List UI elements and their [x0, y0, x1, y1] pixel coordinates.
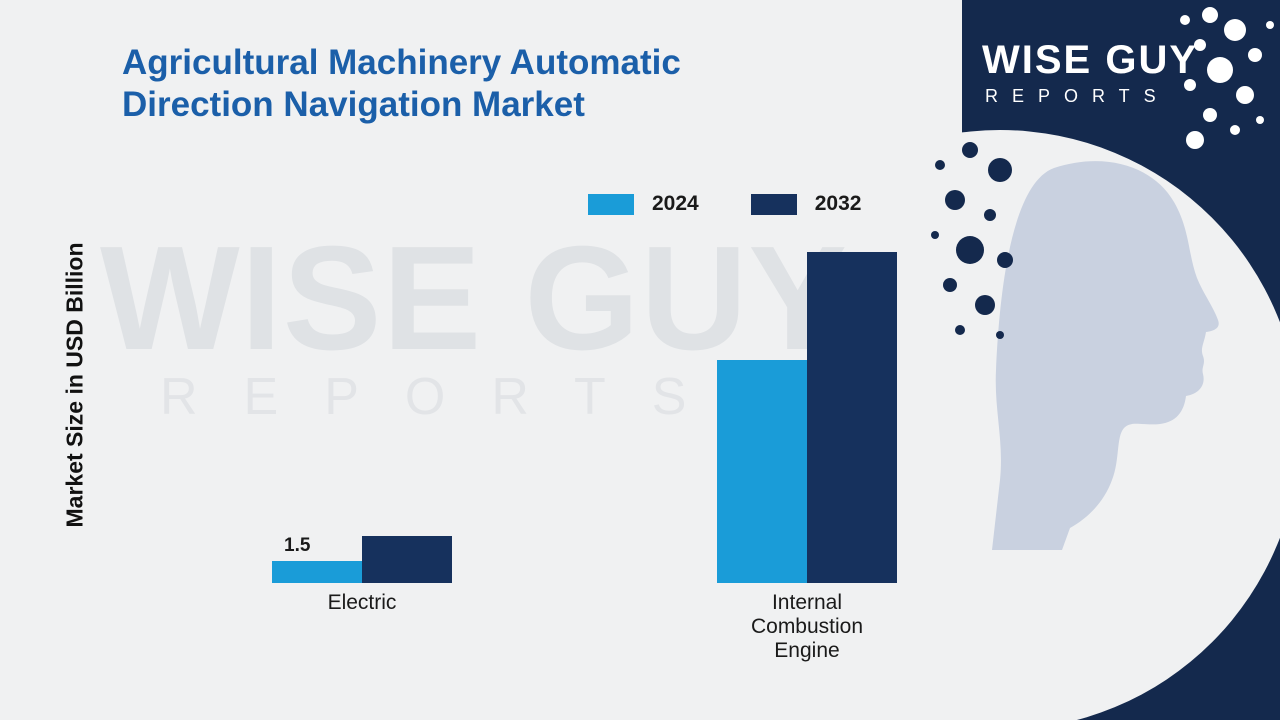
category-label-internal-combustion-engine: Internal Combustion Engine [750, 591, 864, 663]
legend-item-2032: 2032 [750, 192, 862, 216]
watermark-line1: WISE GUY [100, 216, 849, 381]
bar-group-electric: 1.5 [272, 251, 452, 583]
watermark-line2: REPORTS [160, 367, 733, 426]
page-title: Agricultural Machinery Automatic Directi… [122, 43, 681, 124]
bar-ice-2024 [717, 360, 807, 583]
chart-plot-area: 1.5 [0, 251, 900, 583]
legend-label-2032: 2032 [814, 192, 862, 215]
bar-group-internal-combustion-engine [717, 251, 897, 583]
wise-guy-reports-logo: WISE GUY REPORTS [982, 38, 1198, 107]
chart-legend: 2024 2032 [588, 192, 861, 216]
brand-panel: WISE GUY REPORTS [962, 0, 1280, 720]
bar-value-label-electric-2024: 1.5 [284, 535, 311, 556]
y-axis-label: Market Size in USD Billion [61, 242, 88, 528]
logo-subtitle: REPORTS [985, 86, 1170, 106]
category-label-electric: Electric [327, 591, 397, 614]
logo-wordmark: WISE GUY [982, 38, 1199, 82]
legend-swatch-2024 [588, 193, 634, 215]
bar-electric-2032 [362, 535, 452, 583]
legend-swatch-2032 [750, 193, 797, 215]
bar-ice-2032 [807, 252, 897, 583]
legend-label-2024: 2024 [652, 192, 699, 215]
face-silhouette-graphic [992, 161, 1219, 550]
bar-electric-2024 [272, 560, 362, 583]
legend-item-2024: 2024 [588, 192, 699, 216]
watermark: WISE GUY REPORTS [100, 216, 849, 427]
